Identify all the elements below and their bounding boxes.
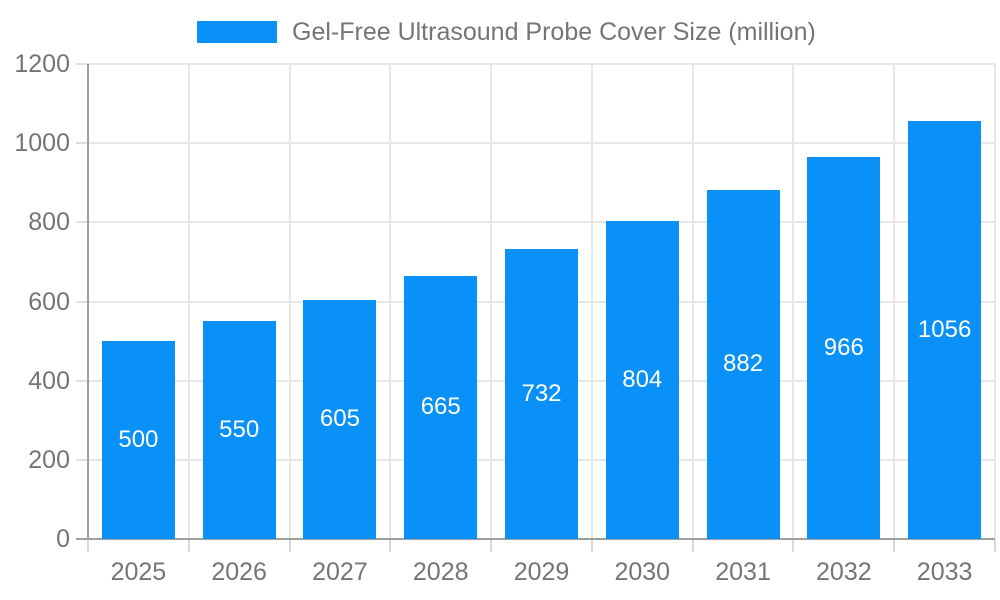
y-axis-tick-label: 1200 xyxy=(14,50,70,78)
bar-value-label: 665 xyxy=(420,393,461,421)
y-axis-tick-label: 400 xyxy=(28,366,70,395)
x-axis-tick xyxy=(87,540,89,552)
bar-value-label: 882 xyxy=(723,350,764,378)
gridline-x xyxy=(490,64,493,539)
bar-value-label: 500 xyxy=(118,426,159,454)
bar-value-label: 550 xyxy=(219,416,260,444)
legend[interactable]: Gel-Free Ultrasound Probe Cover Size (mi… xyxy=(197,18,816,46)
y-axis-tick xyxy=(76,379,88,382)
bar-2025[interactable]: 500 xyxy=(101,341,175,539)
gridline-y xyxy=(88,142,995,145)
gridline-x xyxy=(893,64,896,539)
bar-2030[interactable]: 804 xyxy=(605,220,679,539)
gridline-x xyxy=(590,64,593,539)
x-axis-tick-label: 2032 xyxy=(816,558,872,586)
y-axis-tick-label: 0 xyxy=(56,525,70,553)
y-axis-tick xyxy=(76,221,88,224)
y-axis-tick xyxy=(76,63,88,65)
gridline-y xyxy=(88,221,995,224)
gridline-x xyxy=(389,64,392,539)
bar-value-label: 1056 xyxy=(917,316,972,343)
x-axis-tick xyxy=(893,540,896,552)
x-axis-tick-label: 2031 xyxy=(715,558,771,586)
legend-swatch[interactable] xyxy=(197,21,277,43)
y-axis-tick-label: 600 xyxy=(28,287,70,316)
y-axis-tick xyxy=(76,458,88,461)
bar-2029[interactable]: 732 xyxy=(505,249,578,539)
x-axis-tick-label: 2028 xyxy=(412,558,469,586)
x-axis-tick xyxy=(490,540,493,552)
y-axis-tick-label: 1000 xyxy=(14,129,70,158)
gridline-x xyxy=(792,64,795,539)
x-axis-line xyxy=(76,538,995,540)
bar-2028[interactable]: 665 xyxy=(404,275,478,539)
bar-2031[interactable]: 882 xyxy=(706,189,780,539)
x-axis-tick-label: 2026 xyxy=(211,558,267,586)
bar-value-label: 804 xyxy=(622,365,663,393)
y-axis-tick-label: 200 xyxy=(28,445,70,474)
gridline-x xyxy=(288,64,291,539)
bar-2032[interactable]: 966 xyxy=(807,156,881,539)
x-axis-tick-label: 2033 xyxy=(916,558,973,586)
x-axis-tick xyxy=(187,540,190,552)
bar-value-label: 605 xyxy=(319,405,360,433)
x-axis-tick xyxy=(590,540,593,552)
x-axis-tick-label: 2025 xyxy=(110,558,167,586)
gridline-x xyxy=(994,64,996,539)
bar-value-label: 732 xyxy=(521,380,562,408)
x-axis-tick-label: 2030 xyxy=(614,558,671,586)
y-axis-tick-label: 800 xyxy=(28,208,70,237)
legend-label[interactable]: Gel-Free Ultrasound Probe Cover Size (mi… xyxy=(292,18,816,46)
x-axis-tick xyxy=(994,540,996,552)
x-axis-tick xyxy=(288,540,291,552)
gridline-x xyxy=(691,64,694,539)
x-axis-tick xyxy=(792,540,795,552)
y-axis-line xyxy=(87,64,89,539)
bar-2026[interactable]: 550 xyxy=(202,321,276,539)
y-axis-tick xyxy=(76,142,88,145)
x-axis-tick xyxy=(389,540,392,552)
x-axis-tick-label: 2029 xyxy=(513,558,570,586)
x-axis-tick xyxy=(691,540,694,552)
gridline-y xyxy=(88,63,995,65)
bar-value-label: 966 xyxy=(823,333,864,361)
y-axis-tick xyxy=(76,300,88,303)
bar-2027[interactable]: 605 xyxy=(303,299,377,539)
gridline-x xyxy=(187,64,190,539)
bar-2033[interactable]: 1056 xyxy=(908,121,982,539)
x-axis-tick-label: 2027 xyxy=(312,558,368,586)
